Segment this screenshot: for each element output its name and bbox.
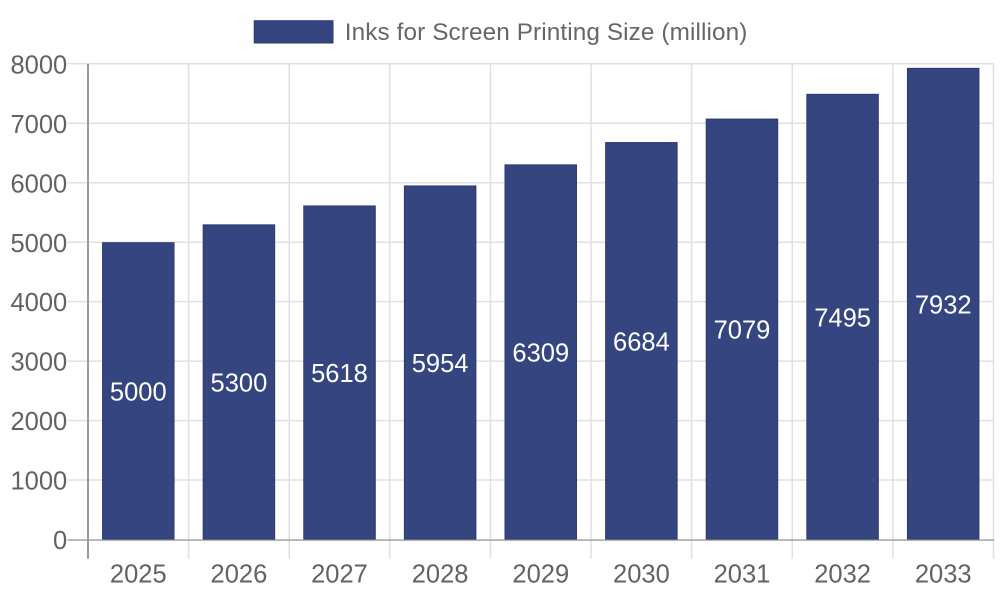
svg-text:5000: 5000 (110, 379, 167, 407)
svg-text:5618: 5618 (311, 360, 368, 388)
svg-text:0: 0 (53, 527, 67, 555)
svg-text:8000: 8000 (10, 51, 67, 79)
svg-text:2026: 2026 (211, 561, 268, 589)
svg-text:6684: 6684 (613, 328, 670, 356)
svg-text:6000: 6000 (10, 170, 67, 198)
svg-text:7000: 7000 (10, 111, 67, 139)
svg-text:Inks for Screen Printing Size: Inks for Screen Printing Size (million) (345, 19, 748, 46)
svg-text:1000: 1000 (10, 468, 67, 496)
svg-text:2033: 2033 (915, 561, 972, 589)
svg-text:2030: 2030 (613, 561, 670, 589)
svg-text:2000: 2000 (10, 408, 67, 436)
svg-text:2027: 2027 (311, 561, 368, 589)
svg-text:2031: 2031 (714, 561, 771, 589)
svg-text:5000: 5000 (10, 230, 67, 258)
svg-text:2025: 2025 (110, 561, 167, 589)
svg-text:7079: 7079 (714, 317, 771, 345)
svg-text:6309: 6309 (512, 340, 569, 368)
svg-text:3000: 3000 (10, 349, 67, 377)
svg-text:4000: 4000 (10, 289, 67, 317)
svg-text:2028: 2028 (412, 561, 469, 589)
svg-text:7932: 7932 (915, 291, 972, 319)
svg-text:2029: 2029 (512, 561, 569, 589)
svg-text:5300: 5300 (211, 370, 268, 398)
svg-text:7495: 7495 (814, 304, 871, 332)
svg-text:5954: 5954 (412, 350, 469, 378)
svg-text:2032: 2032 (814, 561, 871, 589)
